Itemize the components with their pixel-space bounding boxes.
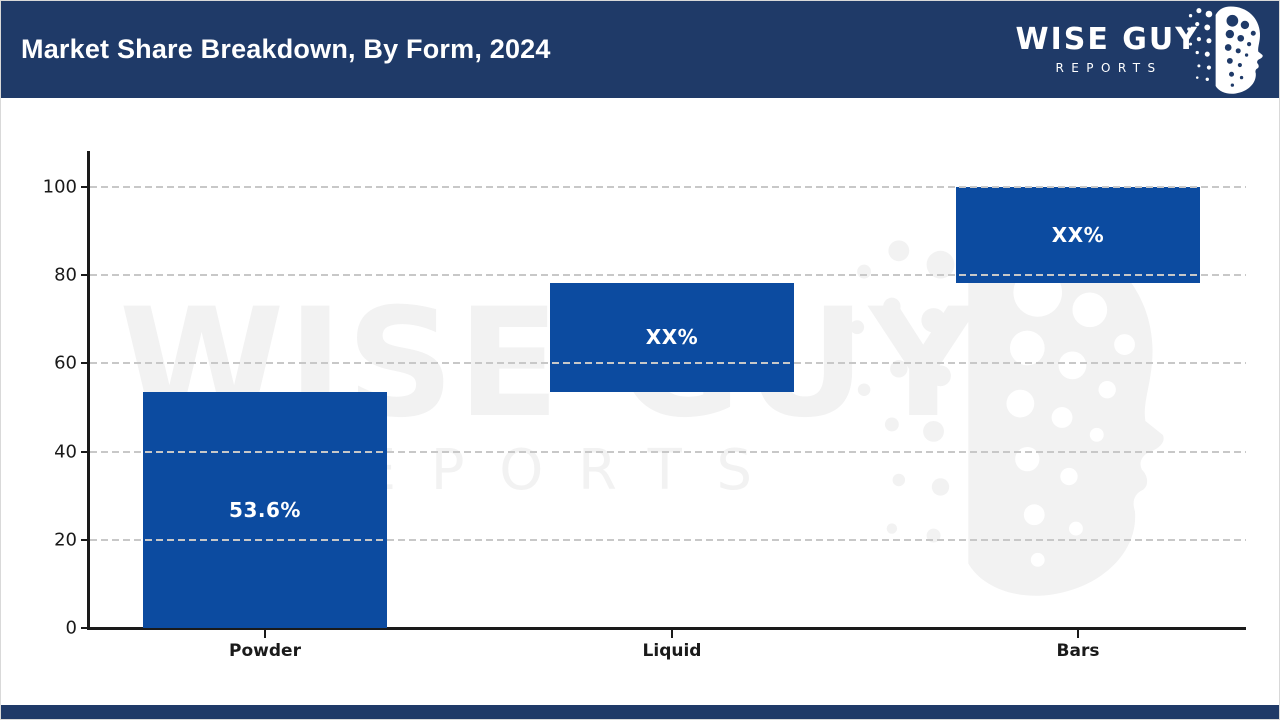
y-gridline [90, 274, 1246, 277]
y-tick-mark [81, 627, 89, 629]
y-gridline [90, 186, 1246, 188]
y-tick-label: 0 [65, 617, 77, 639]
x-category-label-powder: Powder [229, 641, 301, 661]
x-tick-mark [671, 630, 673, 638]
x-category-label-liquid: Liquid [642, 641, 702, 661]
brand-logo: WISE GUY REPORTS [1015, 1, 1267, 98]
x-tick-mark [1077, 630, 1079, 638]
y-gridline [90, 362, 1246, 365]
y-tick-mark [81, 450, 89, 453]
brand-logo-text: WISE GUY REPORTS [1015, 21, 1199, 75]
bar-value-label: XX% [1051, 223, 1105, 248]
y-axis-line [87, 151, 90, 630]
bar-value-label: XX% [645, 325, 699, 350]
bar-value-label: 53.6% [229, 497, 301, 522]
bar-segment-bars: XX% [956, 187, 1200, 284]
y-gridline [90, 538, 1246, 541]
y-tick-label: 60 [54, 352, 77, 374]
x-axis-line [87, 627, 1246, 630]
footer-bar [1, 705, 1279, 719]
brand-name: WISE GUY [1015, 21, 1199, 57]
x-category-label-bars: Bars [1056, 641, 1100, 661]
header-bar: Market Share Breakdown, By Form, 2024 WI… [1, 1, 1279, 98]
y-tick-mark [81, 538, 89, 541]
bar-segment-liquid: XX% [550, 283, 794, 392]
x-tick-mark [264, 630, 266, 638]
bar-segment-powder: 53.6% [143, 391, 387, 628]
y-tick-label: 100 [42, 176, 77, 198]
brand-subname: REPORTS [1055, 60, 1163, 75]
y-tick-mark [81, 362, 89, 365]
y-tick-mark [81, 274, 89, 277]
y-tick-label: 40 [54, 441, 77, 463]
page-title: Market Share Breakdown, By Form, 2024 [21, 34, 551, 64]
y-tick-mark [81, 186, 89, 188]
wiseguy-head-icon [1187, 6, 1263, 94]
y-tick-label: 80 [54, 264, 77, 286]
y-gridline [90, 450, 1246, 453]
y-tick-label: 20 [54, 529, 77, 551]
